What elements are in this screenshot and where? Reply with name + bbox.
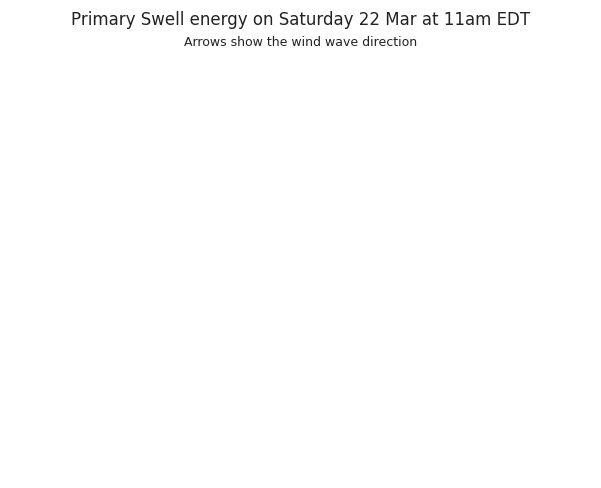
Text: Primary Swell energy on Saturday 22 Mar at 11am EDT: Primary Swell energy on Saturday 22 Mar … [71,11,530,29]
Text: Arrows show the wind wave direction: Arrows show the wind wave direction [184,36,417,49]
